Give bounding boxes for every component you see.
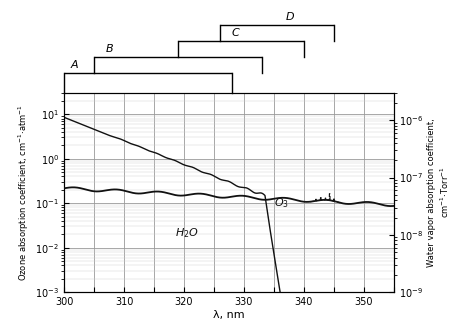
Text: B: B xyxy=(106,44,114,54)
Text: $H_2O$: $H_2O$ xyxy=(175,226,199,240)
Text: A: A xyxy=(70,60,78,70)
X-axis label: λ, nm: λ, nm xyxy=(213,310,245,320)
Y-axis label: Water vapor absorption coefficient,
cm$^{-1}$$\cdot$Torr$^{-1}$: Water vapor absorption coefficient, cm$^… xyxy=(427,118,451,267)
Text: $O_3$: $O_3$ xyxy=(274,196,289,210)
Y-axis label: Ozone absorption coefficient, cm$^{-1}$$\cdot$atm$^{-1}$: Ozone absorption coefficient, cm$^{-1}$$… xyxy=(16,104,31,281)
Text: D: D xyxy=(286,12,294,22)
Text: C: C xyxy=(232,28,240,38)
